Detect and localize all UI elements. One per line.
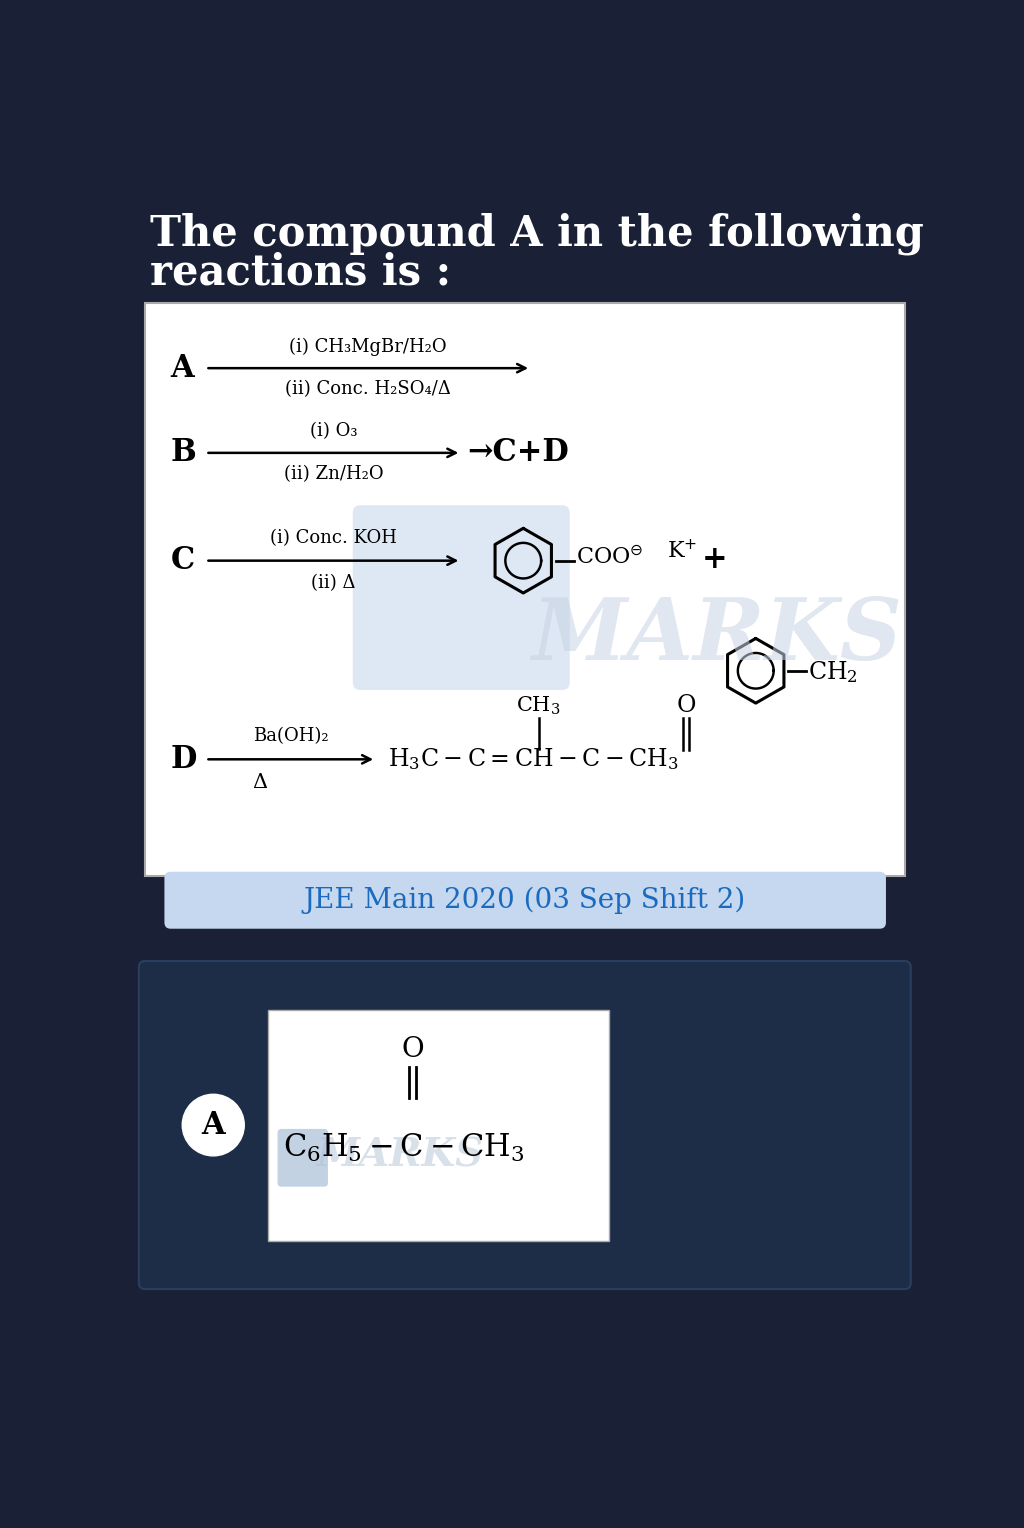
Text: The compound A in the following: The compound A in the following	[150, 212, 924, 255]
Text: (ii) Δ: (ii) Δ	[311, 575, 355, 593]
FancyBboxPatch shape	[278, 1129, 328, 1187]
Text: $\mathregular{C_6H_5-C-CH_3}$: $\mathregular{C_6H_5-C-CH_3}$	[283, 1132, 525, 1164]
FancyBboxPatch shape	[352, 506, 569, 691]
Text: (ii) Conc. H₂SO₄/Δ: (ii) Conc. H₂SO₄/Δ	[286, 380, 452, 399]
Text: $\mathregular{H_3C-C=CH-C-CH_3}$: $\mathregular{H_3C-C=CH-C-CH_3}$	[388, 746, 679, 772]
Text: →C+D: →C+D	[467, 437, 569, 469]
Text: Δ: Δ	[252, 773, 267, 792]
Text: O: O	[676, 694, 695, 717]
Text: D: D	[171, 744, 197, 775]
Text: $\mathregular{K}^{+}$: $\mathregular{K}^{+}$	[667, 539, 697, 564]
Text: reactions is :: reactions is :	[150, 251, 451, 293]
Text: (i) CH₃MgBr/H₂O: (i) CH₃MgBr/H₂O	[290, 338, 447, 356]
Text: (i) O₃: (i) O₃	[309, 423, 357, 440]
FancyBboxPatch shape	[165, 872, 886, 929]
Text: B: B	[171, 437, 197, 469]
Text: $\mathregular{CH_2}$: $\mathregular{CH_2}$	[809, 660, 858, 685]
Circle shape	[182, 1094, 245, 1155]
FancyBboxPatch shape	[139, 961, 910, 1290]
Text: MARKS: MARKS	[531, 594, 902, 678]
FancyBboxPatch shape	[267, 1010, 608, 1241]
FancyBboxPatch shape	[145, 303, 904, 877]
Text: A: A	[202, 1109, 225, 1140]
Text: $\mathregular{CH_3}$: $\mathregular{CH_3}$	[516, 695, 561, 717]
Text: $\mathregular{COO}^{\ominus}$: $\mathregular{COO}^{\ominus}$	[575, 545, 643, 568]
Text: MARKS: MARKS	[315, 1137, 483, 1175]
Text: C: C	[171, 545, 195, 576]
Text: (i) Conc. KOH: (i) Conc. KOH	[270, 529, 397, 547]
Text: Ba(OH)₂: Ba(OH)₂	[253, 727, 329, 746]
Text: O: O	[401, 1036, 424, 1063]
Text: A: A	[171, 353, 195, 384]
Text: JEE Main 2020 (03 Sep Shift 2): JEE Main 2020 (03 Sep Shift 2)	[304, 886, 745, 914]
Text: (ii) Zn/H₂O: (ii) Zn/H₂O	[284, 465, 383, 483]
Text: +: +	[701, 544, 727, 575]
